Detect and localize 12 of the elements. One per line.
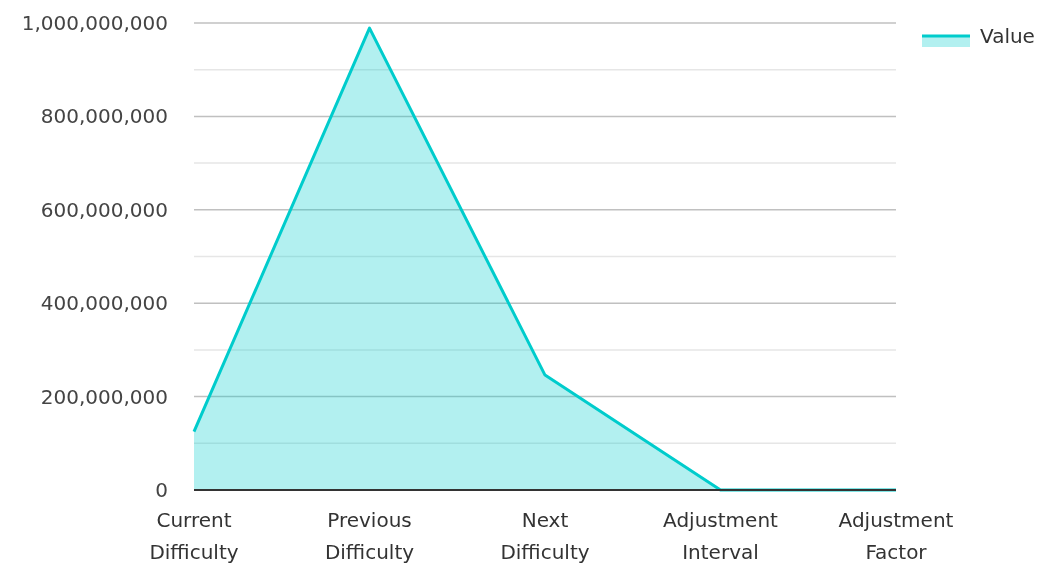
x-tick-label: Current Difficulty bbox=[149, 508, 239, 564]
y-tick-label: 600,000,000 bbox=[40, 197, 168, 222]
x-tick-label: Adjustment Interval bbox=[663, 508, 779, 564]
x-tick-label: Adjustment Factor bbox=[838, 508, 954, 564]
x-tick-label: Previous Difficulty bbox=[324, 508, 415, 564]
y-tick-label: 1,000,000,000 bbox=[21, 11, 168, 35]
x-tick-label: Next Difficulty bbox=[500, 508, 590, 564]
y-tick-label: 0 bbox=[155, 478, 168, 502]
y-tick-label: 400,000,000 bbox=[40, 291, 168, 316]
y-tick-label: 800,000,000 bbox=[40, 104, 168, 129]
legend-label: Value bbox=[980, 24, 1035, 48]
y-tick-label: 200,000,000 bbox=[40, 384, 168, 409]
